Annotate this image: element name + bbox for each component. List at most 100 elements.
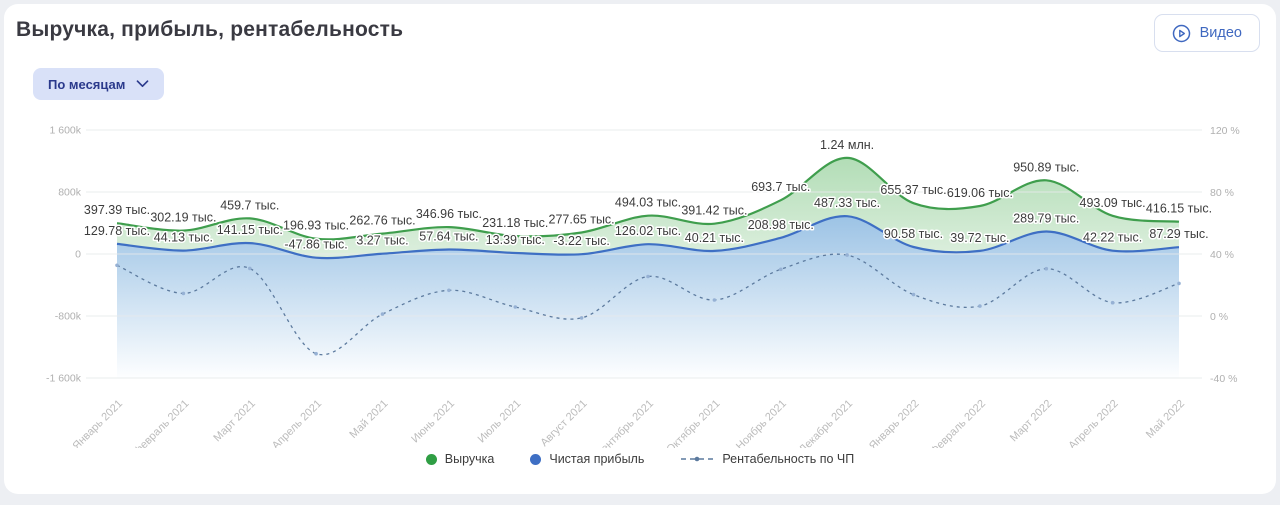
x-axis-label: Март 2021 [211, 398, 258, 445]
value-label: 346.96 тыс. [416, 207, 482, 221]
value-label: 262.76 тыс. [349, 214, 415, 228]
value-label: 44.13 тыс. [154, 231, 213, 245]
left-axis-tick: 1 600k [49, 125, 81, 137]
margin-marker-icon [712, 298, 717, 302]
margin-marker-icon [314, 351, 318, 356]
value-label: 129.78 тыс. [84, 224, 150, 238]
chevron-down-icon [136, 80, 149, 88]
x-axis-label: Сентябрь 2021 [593, 398, 656, 448]
x-axis-label: февраль 2021 [131, 398, 191, 448]
value-label: 196.93 тыс. [283, 219, 349, 233]
value-label: 126.02 тыс. [615, 224, 681, 238]
margin-markers [115, 253, 1181, 356]
value-label: 391.42 тыс. [681, 204, 747, 218]
x-axis-label: Январь 2022 [867, 398, 922, 448]
value-label: 90.58 тыс. [884, 227, 943, 241]
margin-marker-icon [181, 291, 186, 296]
chart-canvas: 1 600k 120 % 800k 80 % 0 40 % -800k 0 % -1 600k -… [46, 125, 1240, 449]
value-label: 1.24 млн. [820, 138, 874, 152]
chart-legend: Выручка Чистая прибыль Рентабельность по… [4, 452, 1276, 466]
value-label: 416.15 тыс. [1146, 202, 1212, 216]
revenue-line [116, 156, 1180, 241]
x-axis-label: Январь 2021 [71, 398, 126, 448]
value-label: 13.39 тыс. [486, 233, 545, 247]
x-axis-label: Февраль 2022 [928, 398, 988, 448]
legend-item-margin[interactable]: Рентабельность по ЧП [680, 452, 854, 466]
left-axis-tick: -1 600k [46, 373, 82, 385]
value-label: 459.7 тыс. [220, 198, 279, 212]
value-label: 950.89 тыс. [1013, 160, 1079, 174]
x-axis-label: Июль 2021 [476, 398, 524, 446]
x-axis-label: Август 2021 [538, 398, 589, 448]
margin-marker-icon [978, 304, 982, 308]
value-label: -47.86 тыс. [284, 238, 347, 252]
value-label: 397.39 тыс. [84, 203, 150, 217]
x-axis-label: Декабрь 2021 [797, 398, 855, 448]
revenue-dot-icon [425, 453, 437, 465]
legend-item-net-profit[interactable]: Чистая прибыль [530, 452, 644, 466]
x-axis-label: Октябрь 2021 [664, 398, 722, 448]
margin-marker-icon [646, 274, 650, 279]
value-label: 277.65 тыс. [549, 213, 615, 227]
margin-marker-icon [447, 288, 451, 293]
value-label: 231.18 тыс. [482, 216, 548, 230]
value-label: 57.64 тыс. [419, 230, 478, 244]
margin-marker-icon [1177, 281, 1181, 286]
value-labels: 397.39 тыс.302.19 тыс. 459.7 тыс. 196.93 т… [82, 136, 1213, 253]
left-axis-tick: 800k [58, 187, 82, 199]
value-label: 42.22 тыс. [1083, 231, 1142, 245]
right-axis-tick: 80 % [1210, 187, 1234, 199]
dashed-line-icon [680, 454, 714, 464]
value-label: 39.72 тыс. [950, 231, 1009, 245]
value-label: 487.33 тыс. [814, 196, 880, 210]
value-label: 40.21 тыс. [685, 231, 744, 245]
margin-marker-icon [115, 263, 119, 268]
value-label: 693.7 тыс. [751, 180, 810, 194]
margin-marker-icon [845, 253, 849, 257]
value-label: 302.19 тыс. [150, 211, 216, 225]
x-axis-label: Май 2022 [1144, 398, 1187, 441]
value-label: 619.06 тыс. [947, 186, 1013, 200]
net-profit-line [116, 215, 1180, 260]
chart-card: Выручка, прибыль, рентабельность Видео П… [4, 4, 1276, 494]
margin-marker-icon [579, 316, 584, 320]
value-label: 494.03 тыс. [615, 196, 681, 210]
legend-item-revenue[interactable]: Выручка [425, 452, 495, 466]
net-profit-area [117, 216, 1179, 378]
play-circle-icon [1172, 24, 1191, 43]
value-label: 208.98 тыс. [748, 218, 814, 232]
legend-label-net-profit: Чистая прибыль [549, 452, 645, 466]
x-axis-label: Апрель 2022 [1066, 398, 1120, 448]
chart-areas [117, 157, 1179, 378]
value-label: -3.22 тыс. [553, 234, 609, 248]
left-axis-tick: -800k [55, 311, 82, 323]
margin-marker-icon [513, 305, 518, 309]
legend-label-margin: Рентабельность по ЧП [722, 452, 855, 466]
right-axis-tick: 120 % [1210, 125, 1240, 137]
value-label: 655.37 тыс. [880, 183, 946, 197]
x-axis-label: Май 2021 [347, 398, 390, 441]
value-label: 493.09 тыс. [1080, 196, 1146, 210]
margin-marker-icon [779, 267, 783, 272]
right-axis-tick: -40 % [1210, 373, 1237, 385]
video-button[interactable]: Видео [1153, 14, 1260, 52]
margin-marker-icon [1044, 266, 1049, 271]
margin-marker-icon [380, 312, 385, 316]
right-axis-tick: 0 % [1210, 311, 1228, 323]
legend-label-revenue: Выручка [444, 452, 495, 466]
left-axis-tick: 0 [75, 249, 81, 261]
margin-marker-icon [1110, 300, 1115, 305]
margin-marker-icon [911, 292, 916, 297]
net-profit-dot-icon [530, 453, 542, 465]
revenue-area [117, 157, 1179, 259]
value-label: 3.27 тыс. [356, 234, 408, 248]
right-axis-tick: 40 % [1210, 249, 1234, 261]
period-selector-value: По месяцам [48, 76, 126, 92]
x-axis-label: Июнь 2021 [409, 398, 457, 446]
x-axis-labels: Январь 2021 февраль 2021 Март 2021 Апрель 2… [71, 398, 1188, 448]
period-selector[interactable]: По месяцам [33, 68, 165, 100]
page-title: Выручка, прибыль, рентабельность [16, 18, 404, 41]
margin-marker-icon [248, 266, 252, 271]
x-axis-label: Апрель 2021 [270, 398, 324, 448]
value-label: 141.15 тыс. [217, 223, 283, 237]
